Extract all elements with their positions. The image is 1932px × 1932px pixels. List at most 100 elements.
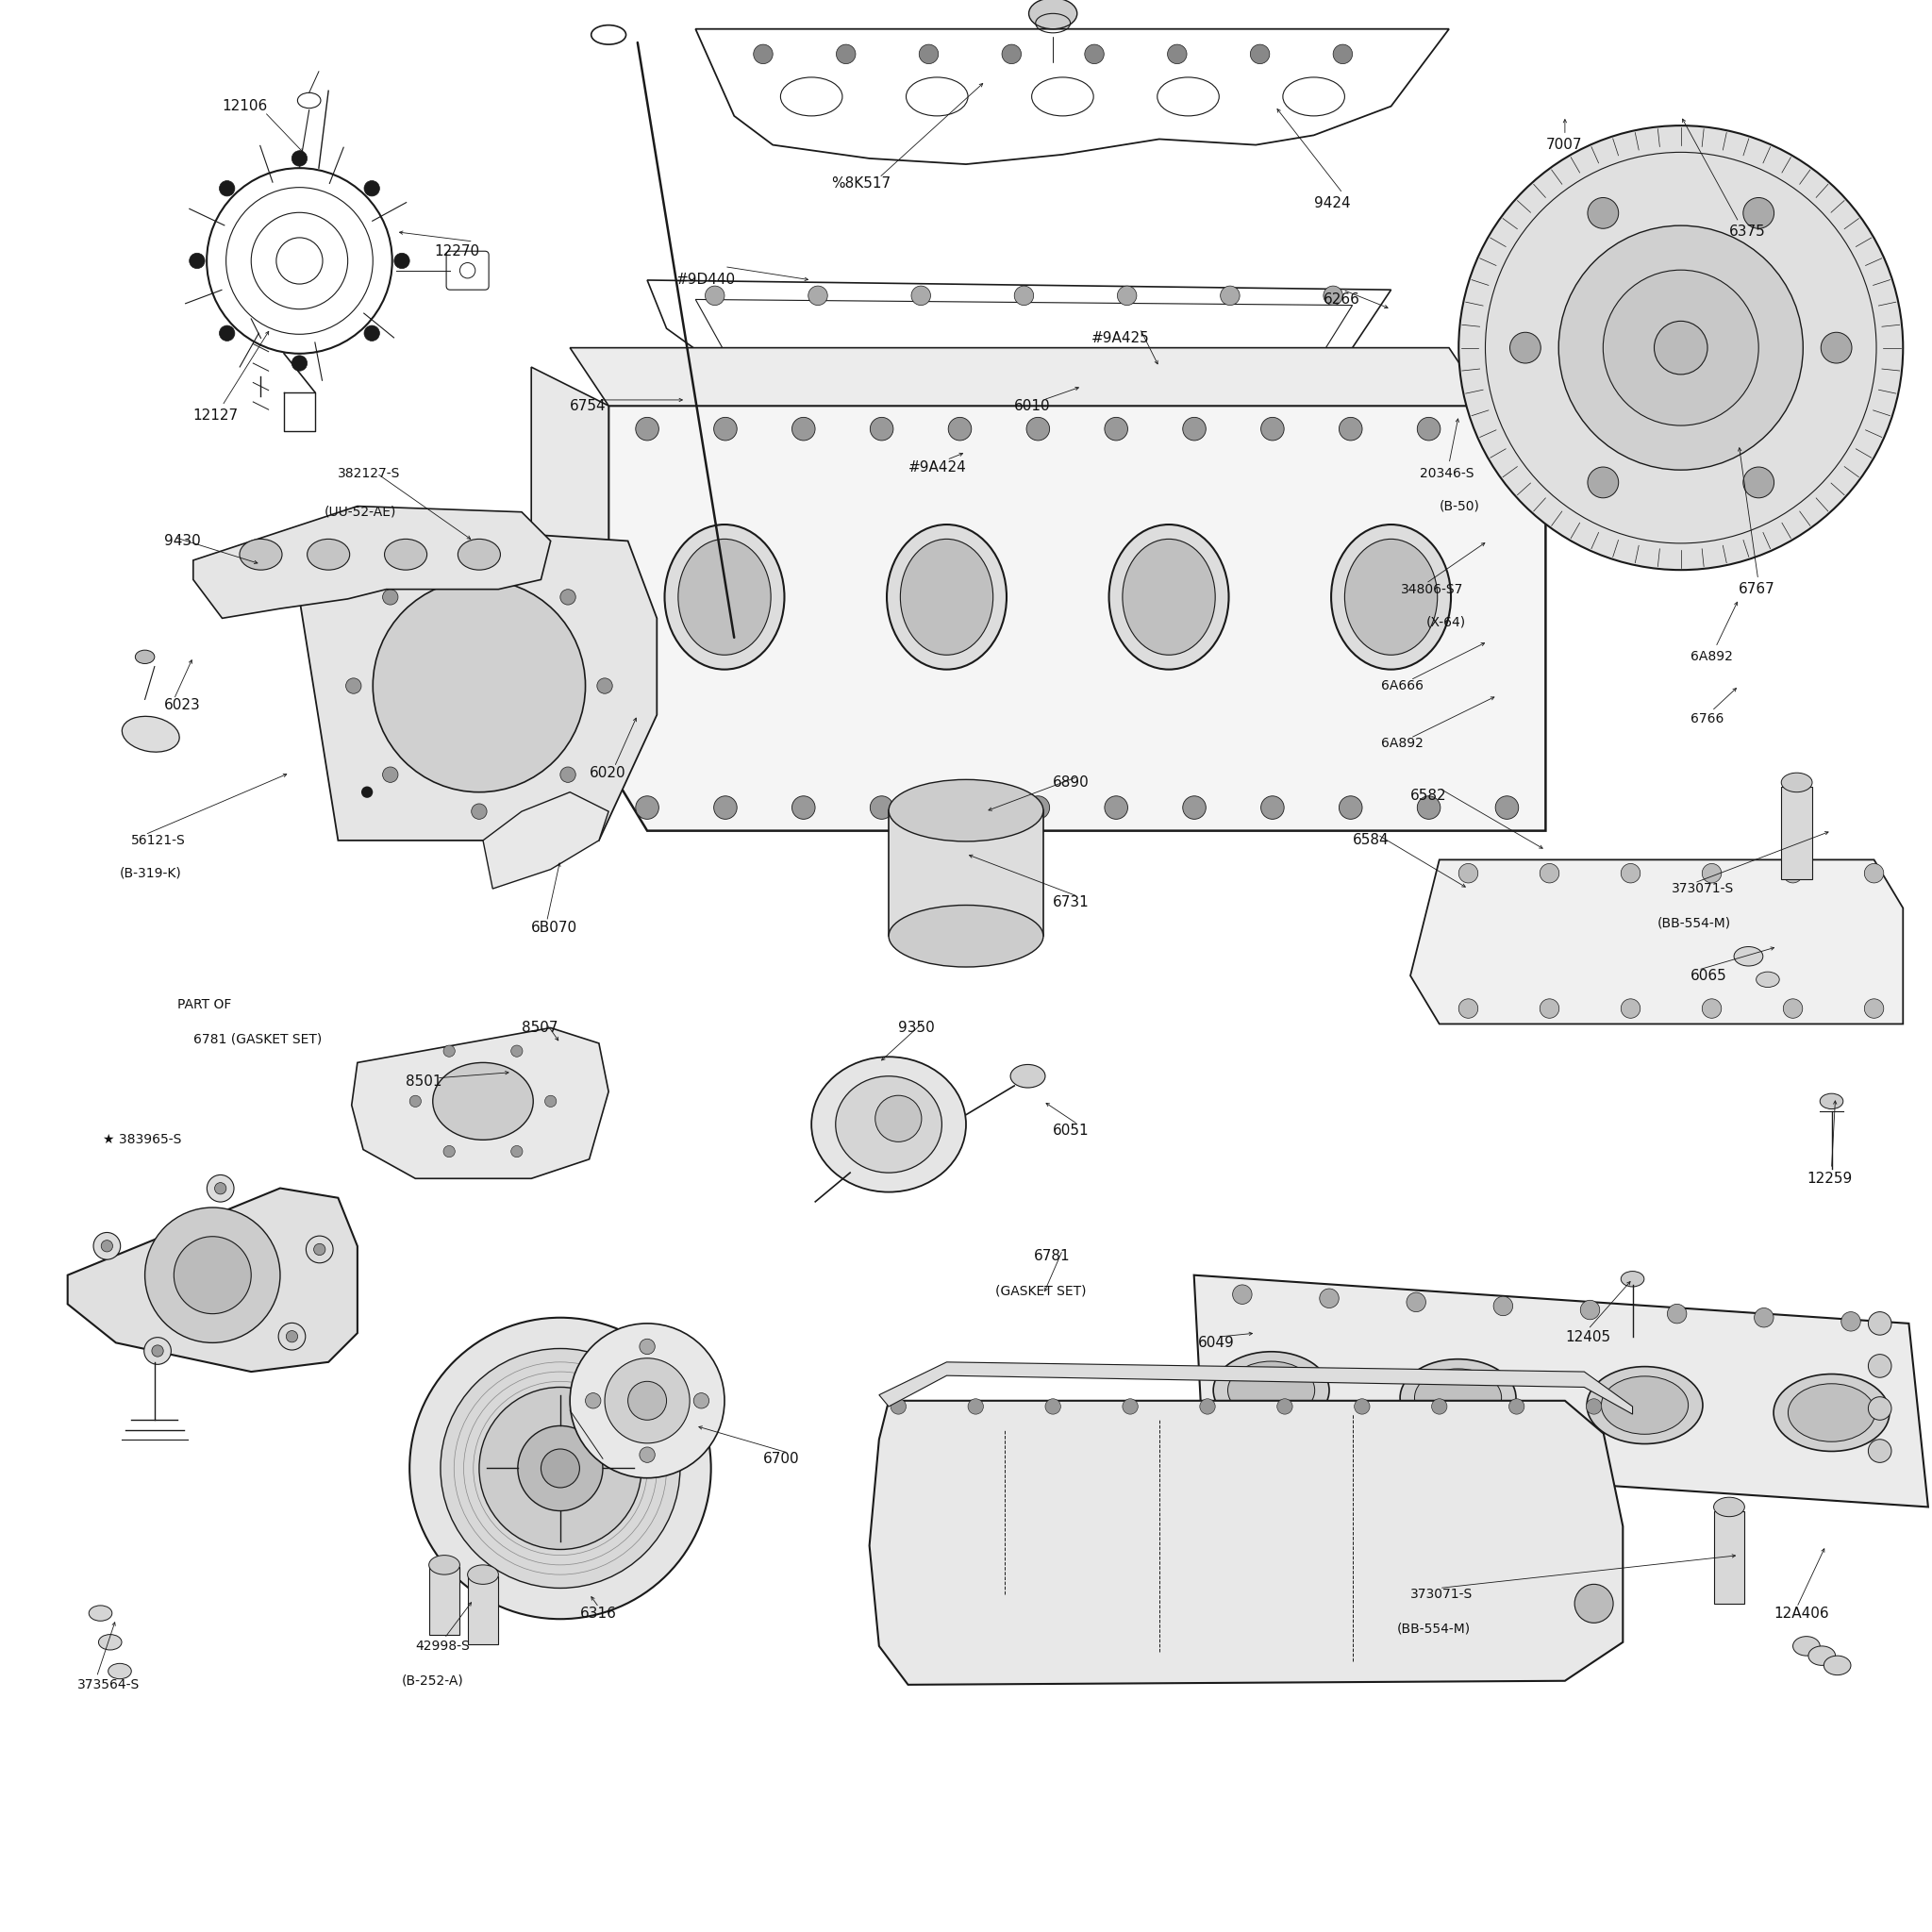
Circle shape (1754, 1308, 1774, 1327)
Polygon shape (1194, 1275, 1928, 1507)
Ellipse shape (1824, 1656, 1851, 1675)
Circle shape (145, 1337, 172, 1364)
Circle shape (1026, 417, 1049, 440)
Text: 6781 (GASKET SET): 6781 (GASKET SET) (193, 1034, 323, 1045)
Circle shape (705, 286, 724, 305)
Circle shape (153, 1345, 164, 1356)
Ellipse shape (135, 649, 155, 663)
Circle shape (174, 1236, 251, 1314)
Circle shape (1495, 796, 1519, 819)
Circle shape (100, 1240, 112, 1252)
Ellipse shape (889, 779, 1043, 842)
Circle shape (1221, 286, 1240, 305)
Circle shape (1432, 1399, 1447, 1414)
Text: 9430: 9430 (164, 533, 201, 549)
Circle shape (968, 1399, 983, 1414)
Polygon shape (570, 348, 1488, 406)
Text: 373071-S: 373071-S (1671, 883, 1733, 895)
Text: 6B070: 6B070 (531, 920, 578, 935)
Circle shape (1320, 1289, 1339, 1308)
Circle shape (545, 1095, 556, 1107)
Circle shape (93, 1233, 120, 1260)
Text: 6023: 6023 (164, 697, 201, 713)
Ellipse shape (307, 539, 350, 570)
Text: 12127: 12127 (193, 408, 238, 423)
Ellipse shape (89, 1605, 112, 1621)
Text: 6051: 6051 (1053, 1122, 1090, 1138)
Circle shape (410, 1318, 711, 1619)
Circle shape (1167, 44, 1186, 64)
Text: 8507: 8507 (522, 1020, 558, 1036)
Circle shape (1262, 417, 1285, 440)
Text: 6065: 6065 (1690, 968, 1727, 983)
Text: 6767: 6767 (1739, 582, 1776, 597)
Circle shape (636, 796, 659, 819)
Circle shape (363, 325, 379, 340)
Polygon shape (879, 1362, 1633, 1414)
Ellipse shape (1331, 526, 1451, 670)
Ellipse shape (900, 539, 993, 655)
Polygon shape (193, 506, 551, 618)
Circle shape (1559, 226, 1803, 469)
Text: (UU-52-AE): (UU-52-AE) (325, 506, 396, 518)
Circle shape (220, 182, 236, 197)
Circle shape (869, 796, 893, 819)
Circle shape (808, 286, 827, 305)
Ellipse shape (1621, 1271, 1644, 1287)
Circle shape (1105, 796, 1128, 819)
Circle shape (510, 1045, 522, 1057)
Text: (GASKET SET): (GASKET SET) (995, 1285, 1086, 1296)
Text: (X-64): (X-64) (1426, 616, 1466, 628)
Circle shape (214, 1182, 226, 1194)
Polygon shape (1410, 860, 1903, 1024)
Circle shape (292, 355, 307, 371)
Text: 12106: 12106 (222, 99, 269, 114)
Polygon shape (483, 792, 609, 889)
Ellipse shape (1414, 1368, 1501, 1426)
Text: #9A425: #9A425 (1092, 330, 1150, 346)
Circle shape (1459, 126, 1903, 570)
Circle shape (1509, 1399, 1524, 1414)
Circle shape (636, 417, 659, 440)
Circle shape (1621, 999, 1640, 1018)
Circle shape (585, 1393, 601, 1408)
Polygon shape (352, 1028, 609, 1179)
Circle shape (1540, 999, 1559, 1018)
Text: 12270: 12270 (435, 243, 479, 259)
Circle shape (383, 767, 398, 782)
Circle shape (1495, 417, 1519, 440)
Circle shape (510, 1146, 522, 1157)
Circle shape (920, 44, 939, 64)
Circle shape (479, 1387, 641, 1549)
Bar (1714, 1511, 1745, 1604)
Ellipse shape (458, 539, 500, 570)
Circle shape (1588, 197, 1619, 228)
Text: 6A892: 6A892 (1690, 651, 1733, 663)
Text: 42998-S: 42998-S (415, 1640, 469, 1652)
Circle shape (1200, 1399, 1215, 1414)
Text: 382127-S: 382127-S (338, 468, 400, 479)
Circle shape (1277, 1399, 1293, 1414)
Ellipse shape (665, 526, 784, 670)
Circle shape (1003, 44, 1022, 64)
Circle shape (471, 553, 487, 568)
Circle shape (444, 1045, 456, 1057)
Ellipse shape (240, 539, 282, 570)
Text: 8501: 8501 (406, 1074, 442, 1090)
Bar (1781, 786, 1812, 879)
Ellipse shape (1229, 1362, 1314, 1420)
Circle shape (1743, 197, 1774, 228)
Circle shape (1084, 44, 1103, 64)
Circle shape (305, 1236, 332, 1264)
Ellipse shape (1820, 1094, 1843, 1109)
Circle shape (1868, 1439, 1891, 1463)
Circle shape (1026, 796, 1049, 819)
Circle shape (292, 151, 307, 166)
Circle shape (1182, 417, 1206, 440)
Circle shape (1743, 468, 1774, 498)
Circle shape (1783, 864, 1803, 883)
Ellipse shape (678, 539, 771, 655)
Ellipse shape (1808, 1646, 1835, 1665)
Circle shape (713, 796, 736, 819)
Ellipse shape (1756, 972, 1779, 987)
